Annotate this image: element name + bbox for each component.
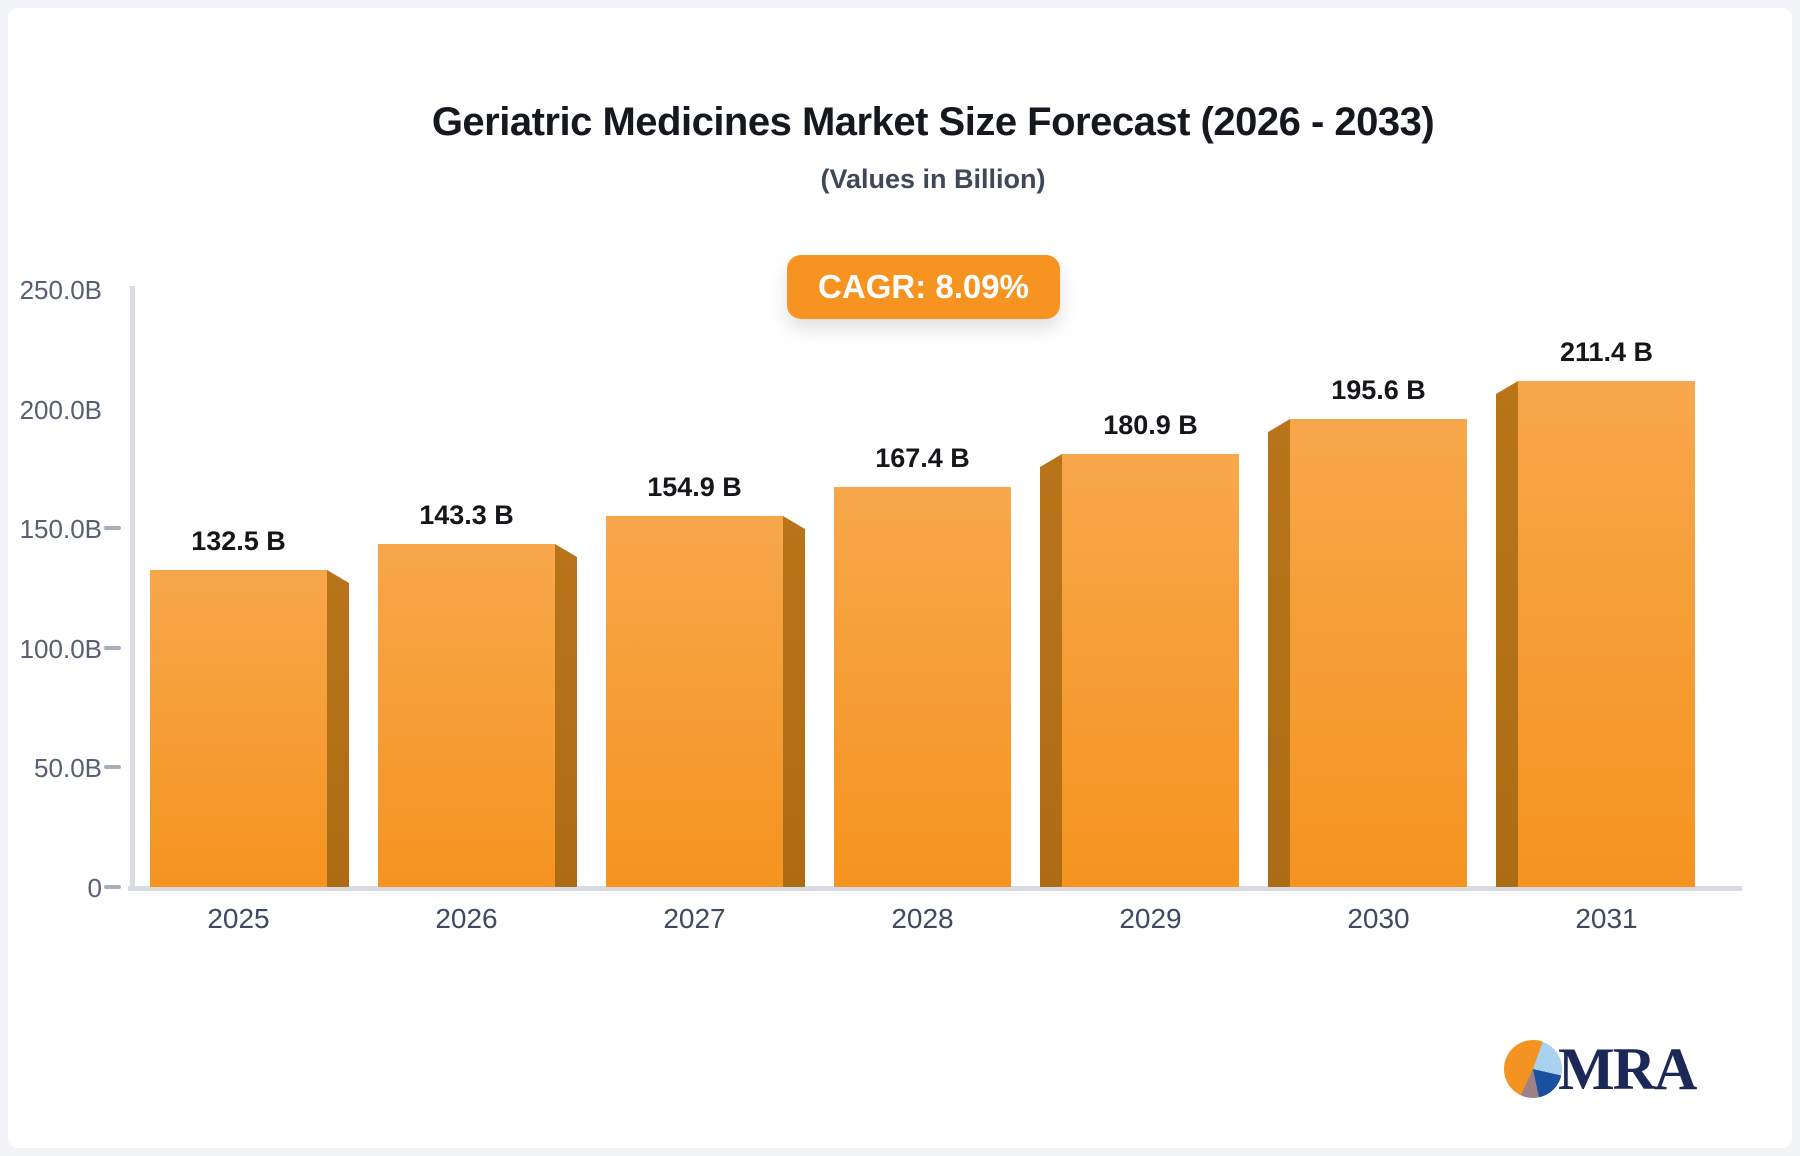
cagr-badge: CAGR: 8.09% — [787, 255, 1060, 319]
bar-side-2025 — [327, 570, 349, 887]
y-tick-label: 250.0B — [19, 275, 102, 305]
chart-title: Geriatric Medicines Market Size Forecast… — [431, 100, 1435, 144]
y-axis-line — [130, 286, 135, 891]
bar-value-2031: 211.4 B — [1559, 337, 1654, 367]
bar-2025 — [150, 570, 327, 887]
bar-side-2027 — [783, 516, 805, 887]
bar-side-2030 — [1268, 419, 1290, 887]
brand-logo-text: MRA — [1558, 1036, 1697, 1102]
y-tick-label: 150.0B — [19, 514, 102, 545]
y-tick-mark — [104, 885, 121, 889]
bar-2029 — [1062, 454, 1239, 887]
pie-chart-logo-icon — [1504, 1040, 1562, 1098]
x-label-2030: 2030 — [1347, 903, 1410, 934]
bar-2026 — [378, 544, 555, 887]
x-label-2028: 2028 — [891, 903, 954, 934]
bar-value-2028: 167.4 B — [875, 443, 970, 473]
bar-value-2026: 143.3 B — [419, 500, 514, 530]
y-tick-label: 0 — [87, 873, 102, 903]
y-tick-mark — [104, 645, 121, 650]
bar-2030 — [1290, 419, 1467, 887]
y-tick-label: 200.0B — [19, 394, 102, 425]
bar-value-2027: 154.9 B — [647, 472, 742, 502]
bar-value-2030: 195.6 B — [1331, 375, 1426, 405]
plot-area: 250.0B 200.0B 150.0B 100.0B 50.0B 0 132.5 B 20… — [8, 8, 1792, 1148]
y-tick-mark — [104, 765, 121, 770]
bar-2028 — [834, 487, 1011, 887]
x-label-2029: 2029 — [1119, 903, 1182, 934]
bar-2027 — [606, 516, 783, 887]
bar-value-2025: 132.5 B — [191, 526, 286, 556]
x-label-2025: 2025 — [207, 903, 270, 934]
bar-side-2031 — [1496, 381, 1518, 887]
chart-subtitle: (Values in Billion) — [820, 164, 1046, 194]
x-label-2027: 2027 — [663, 903, 726, 934]
bar-2031 — [1518, 381, 1695, 887]
y-tick-label: 100.0B — [19, 633, 102, 664]
y-tick-label: 50.0B — [34, 753, 102, 784]
bar-side-2029 — [1040, 454, 1062, 887]
x-label-2026: 2026 — [435, 903, 498, 934]
y-tick-mark — [104, 526, 121, 531]
bar-side-2026 — [555, 544, 577, 887]
x-label-2031: 2031 — [1575, 903, 1638, 934]
x-axis-line — [128, 886, 1742, 891]
brand-logo: MRA — [1504, 1036, 1697, 1102]
bar-value-2029: 180.9 B — [1103, 410, 1198, 440]
chart-card: Geriatric Medicines Market Size Forecast… — [8, 8, 1792, 1148]
